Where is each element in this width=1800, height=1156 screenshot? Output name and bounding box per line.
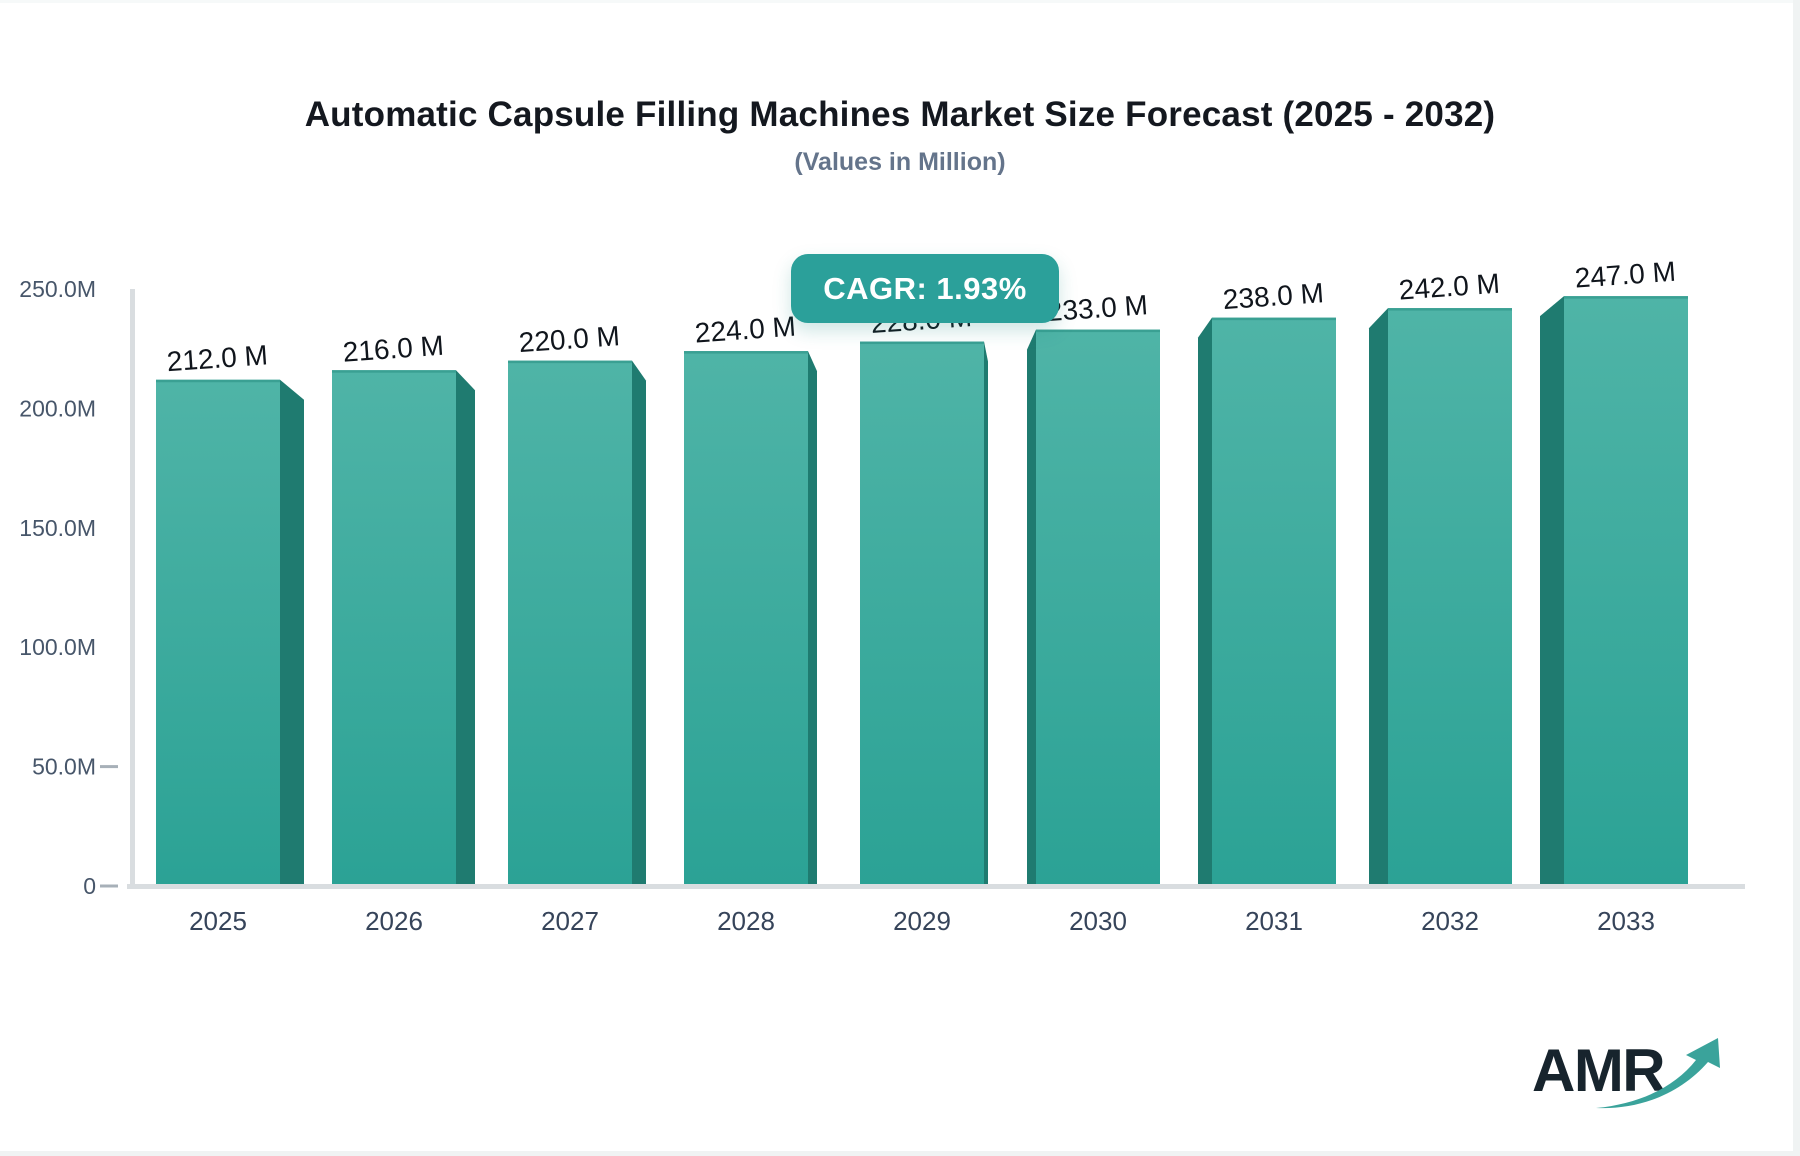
bar-value-label-2025: 212.0 M [166, 339, 269, 377]
x-axis-label-2025: 2025 [189, 906, 247, 936]
y-axis-tick-label: 200.0M [19, 395, 96, 421]
page-edge-bottom [0, 1151, 1800, 1156]
bar-2028[interactable] [684, 351, 808, 886]
bar-side-2026[interactable] [456, 370, 475, 886]
bar-2029[interactable] [860, 341, 984, 886]
x-axis-label-2029: 2029 [893, 906, 951, 936]
y-axis-tick-label: 50.0M [32, 754, 96, 780]
bar-top-edge-2033 [1564, 296, 1688, 299]
bar-side-2028[interactable] [808, 351, 817, 886]
chart-title: Automatic Capsule Filling Machines Marke… [304, 95, 1496, 134]
bar-side-2027[interactable] [632, 360, 646, 886]
x-axis-label-2026: 2026 [365, 906, 423, 936]
x-axis-label-2030: 2030 [1069, 906, 1127, 936]
y-axis-tick-label: 0 [83, 873, 96, 899]
y-axis-tick-dash [100, 765, 118, 769]
y-axis-tick-label: 150.0M [19, 515, 96, 541]
bar-side-2032[interactable] [1369, 308, 1388, 886]
amr-logo: AMR [1532, 1030, 1732, 1120]
bar-side-2033[interactable] [1540, 296, 1564, 886]
bar-2030[interactable] [1036, 329, 1160, 886]
y-axis-line [130, 289, 135, 889]
bar-value-label-2028: 224.0 M [694, 311, 797, 349]
bar-top-edge-2031 [1212, 317, 1336, 321]
y-axis-tick-dash [100, 884, 118, 888]
bar-2027[interactable] [508, 360, 632, 886]
x-axis-label-2031: 2031 [1245, 906, 1303, 936]
page-edge-top [0, 0, 1800, 3]
x-axis-label-2033: 2033 [1597, 906, 1655, 936]
bar-side-2030[interactable] [1027, 329, 1036, 886]
y-axis-tick-label: 250.0M [19, 276, 96, 302]
bar-side-2029[interactable] [984, 341, 988, 886]
y-axis-tick-label: 100.0M [19, 634, 96, 660]
bar-value-label-2033: 247.0 M [1574, 256, 1677, 294]
page-edge-right [1793, 0, 1800, 1156]
bar-value-label-2032: 242.0 M [1398, 268, 1501, 306]
bar-value-label-2027: 220.0 M [518, 320, 621, 358]
bar-2033[interactable] [1564, 296, 1688, 886]
bar-top-edge-2029 [860, 341, 984, 345]
bar-2025[interactable] [156, 379, 280, 886]
bar-top-edge-2025 [156, 379, 280, 383]
bar-2031[interactable] [1212, 317, 1336, 886]
cagr-badge-label: CAGR: 1.93% [823, 270, 1027, 306]
bar-top-edge-2032 [1388, 308, 1512, 311]
bar-top-edge-2030 [1036, 329, 1160, 333]
logo-growth-arrow-icon [1596, 1038, 1720, 1109]
x-axis-label-2032: 2032 [1421, 906, 1479, 936]
bar-2032[interactable] [1388, 308, 1512, 886]
bar-top-edge-2026 [332, 370, 456, 373]
bar-value-label-2030: 233.0 M [1046, 289, 1149, 327]
bar-top-edge-2027 [508, 360, 632, 364]
x-axis-label-2027: 2027 [541, 906, 599, 936]
cagr-badge: CAGR: 1.93% [791, 254, 1059, 323]
bar-side-2031[interactable] [1198, 317, 1212, 886]
bar-side-2025[interactable] [280, 379, 304, 886]
amr-logo-text: AMR [1532, 1037, 1666, 1104]
bar-value-label-2026: 216.0 M [342, 330, 445, 368]
chart-subtitle: (Values in Million) [794, 148, 1006, 176]
x-axis-line [127, 884, 1745, 889]
bar-top-edge-2028 [684, 351, 808, 354]
x-axis-label-2028: 2028 [717, 906, 775, 936]
bar-value-label-2031: 238.0 M [1222, 277, 1325, 315]
bar-2026[interactable] [332, 370, 456, 886]
